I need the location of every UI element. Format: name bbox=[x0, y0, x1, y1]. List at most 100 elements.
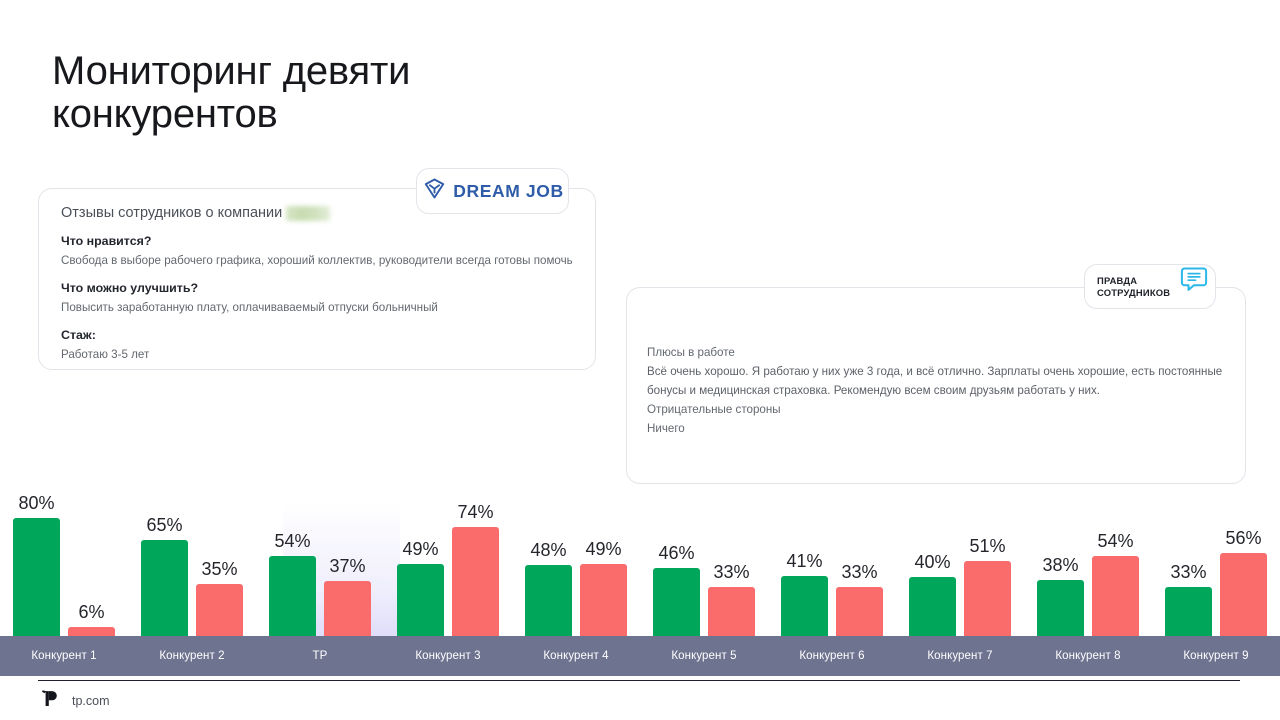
bar-value-label: 37% bbox=[329, 556, 366, 577]
bar-value-label: 35% bbox=[201, 559, 238, 580]
chart-category-label: Конкурент 9 bbox=[1183, 650, 1249, 662]
qa-question: Стаж: bbox=[61, 328, 96, 342]
negative-bar[interactable] bbox=[68, 627, 115, 636]
bar-value-label: 40% bbox=[914, 551, 951, 572]
bar-value-label: 74% bbox=[457, 501, 494, 522]
redacted-company-name bbox=[286, 205, 331, 221]
bar-value-label: 46% bbox=[658, 543, 695, 564]
chart-group: 54% 37% TP bbox=[256, 490, 384, 676]
chart-group: 49% 74% Конкурент 3 bbox=[384, 490, 512, 676]
qa-answer: Свобода в выборе рабочего графика, хорош… bbox=[61, 254, 573, 267]
chart-bar-pair: 48% 49% bbox=[512, 490, 640, 636]
negative-bar[interactable] bbox=[964, 560, 1011, 636]
dreamjob-badge-label: DREAM JOB bbox=[453, 180, 564, 201]
bar-value-label: 33% bbox=[841, 562, 878, 583]
bar-value-label: 48% bbox=[530, 540, 567, 561]
qa-answer: Работаю 3-5 лет bbox=[61, 348, 150, 361]
negative-bar[interactable] bbox=[580, 563, 627, 636]
negative-bar[interactable] bbox=[196, 584, 243, 636]
positive-bar-wrap: 80% bbox=[13, 490, 60, 636]
dreamjob-review-card: Отзывы сотрудников о компании Что нравит… bbox=[38, 188, 596, 370]
footer-url: tp.com bbox=[72, 693, 110, 708]
chart-group: 41% 33% Конкурент 6 bbox=[768, 490, 896, 676]
qa-block-tenure: Стаж: Работаю 3-5 лет bbox=[61, 327, 573, 363]
bar-value-label: 33% bbox=[1170, 562, 1207, 583]
chart-category-label: TP bbox=[312, 650, 328, 662]
chart-group: 40% 51% Конкурент 7 bbox=[896, 490, 1024, 676]
positive-bar-wrap: 65% bbox=[141, 490, 188, 636]
positive-bar[interactable] bbox=[525, 565, 572, 636]
chart-category-label: Конкурент 6 bbox=[799, 650, 865, 662]
chart-group: 46% 33% Конкурент 5 bbox=[640, 490, 768, 676]
chart-bar-pair: 49% 74% bbox=[384, 490, 512, 636]
speech-bubble-icon bbox=[1174, 264, 1208, 301]
bar-value-label: 33% bbox=[713, 562, 750, 583]
tp-logo-icon bbox=[38, 686, 60, 715]
negative-bar[interactable] bbox=[1220, 553, 1267, 636]
positive-bar[interactable] bbox=[653, 568, 700, 636]
bar-value-label: 54% bbox=[274, 531, 311, 552]
chart-group-list: 80% 6% Конкурент 1 65% 35% Конкурент 2 54% 37% T… bbox=[0, 490, 1280, 676]
chart-group: 38% 54% Конкурент 8 bbox=[1024, 490, 1152, 676]
bar-value-label: 56% bbox=[1225, 528, 1262, 549]
pravda-pros-label: Плюсы в работе bbox=[647, 346, 735, 359]
positive-bar-wrap: 38% bbox=[1037, 490, 1084, 636]
positive-bar[interactable] bbox=[269, 556, 316, 636]
negative-bar[interactable] bbox=[836, 587, 883, 636]
bar-value-label: 49% bbox=[585, 538, 622, 559]
negative-bar-wrap: 74% bbox=[452, 490, 499, 636]
positive-bar-wrap: 41% bbox=[781, 490, 828, 636]
positive-bar[interactable] bbox=[909, 576, 956, 636]
chart-category-label: Конкурент 1 bbox=[31, 650, 97, 662]
qa-block-improve: Что можно улучшить? Повысить заработанну… bbox=[61, 280, 573, 316]
chart-category-label: Конкурент 3 bbox=[415, 650, 481, 662]
chart-category-label: Конкурент 4 bbox=[543, 650, 609, 662]
qa-answer: Повысить заработанную плату, оплачивавае… bbox=[61, 301, 438, 314]
negative-bar-wrap: 37% bbox=[324, 490, 371, 636]
chart-bar-pair: 46% 33% bbox=[640, 490, 768, 636]
positive-bar[interactable] bbox=[397, 563, 444, 636]
bar-value-label: 49% bbox=[402, 538, 439, 559]
negative-bar[interactable] bbox=[452, 526, 499, 636]
positive-bar[interactable] bbox=[13, 517, 60, 636]
dreamjob-badge: DREAM JOB bbox=[416, 168, 569, 214]
chart-category-label: Конкурент 2 bbox=[159, 650, 225, 662]
pravda-badge-label: ПРАВДА СОТРУДНИКОВ bbox=[1097, 274, 1171, 298]
positive-bar-wrap: 46% bbox=[653, 490, 700, 636]
chart-group: 65% 35% Конкурент 2 bbox=[128, 490, 256, 676]
pravda-review-card: Плюсы в работе Всё очень хорошо. Я работ… bbox=[626, 287, 1246, 484]
positive-bar[interactable] bbox=[1165, 587, 1212, 636]
bar-value-label: 80% bbox=[18, 492, 55, 513]
shield-y-icon bbox=[423, 177, 446, 205]
qa-question: Что можно улучшить? bbox=[61, 281, 199, 295]
negative-bar-wrap: 49% bbox=[580, 490, 627, 636]
chart-group: 33% 56% Конкурент 9 bbox=[1152, 490, 1280, 676]
positive-bar[interactable] bbox=[781, 575, 828, 636]
chart-bar-pair: 54% 37% bbox=[256, 490, 384, 636]
chart-bar-pair: 65% 35% bbox=[128, 490, 256, 636]
qa-block-likes: Что нравится? Свобода в выборе рабочего … bbox=[61, 233, 573, 269]
negative-bar[interactable] bbox=[708, 587, 755, 636]
chart-group: 80% 6% Конкурент 1 bbox=[0, 490, 128, 676]
chart-bar-pair: 80% 6% bbox=[0, 490, 128, 636]
dreamjob-heading-text: Отзывы сотрудников о компании bbox=[61, 205, 283, 221]
negative-bar[interactable] bbox=[324, 581, 371, 636]
bar-value-label: 41% bbox=[786, 550, 823, 571]
negative-bar[interactable] bbox=[1092, 556, 1139, 636]
positive-bar[interactable] bbox=[141, 540, 188, 636]
chart-bar-pair: 38% 54% bbox=[1024, 490, 1152, 636]
bar-value-label: 54% bbox=[1097, 531, 1134, 552]
negative-bar-wrap: 33% bbox=[836, 490, 883, 636]
positive-bar-wrap: 49% bbox=[397, 490, 444, 636]
positive-bar-wrap: 54% bbox=[269, 490, 316, 636]
positive-bar-wrap: 48% bbox=[525, 490, 572, 636]
negative-bar-wrap: 33% bbox=[708, 490, 755, 636]
pravda-badge: ПРАВДА СОТРУДНИКОВ bbox=[1084, 264, 1216, 309]
chart-axis-band bbox=[0, 636, 1280, 676]
positive-bar-wrap: 33% bbox=[1165, 490, 1212, 636]
positive-bar-wrap: 40% bbox=[909, 490, 956, 636]
bar-value-label: 6% bbox=[78, 602, 105, 623]
bar-value-label: 38% bbox=[1042, 554, 1079, 575]
positive-bar[interactable] bbox=[1037, 579, 1084, 636]
